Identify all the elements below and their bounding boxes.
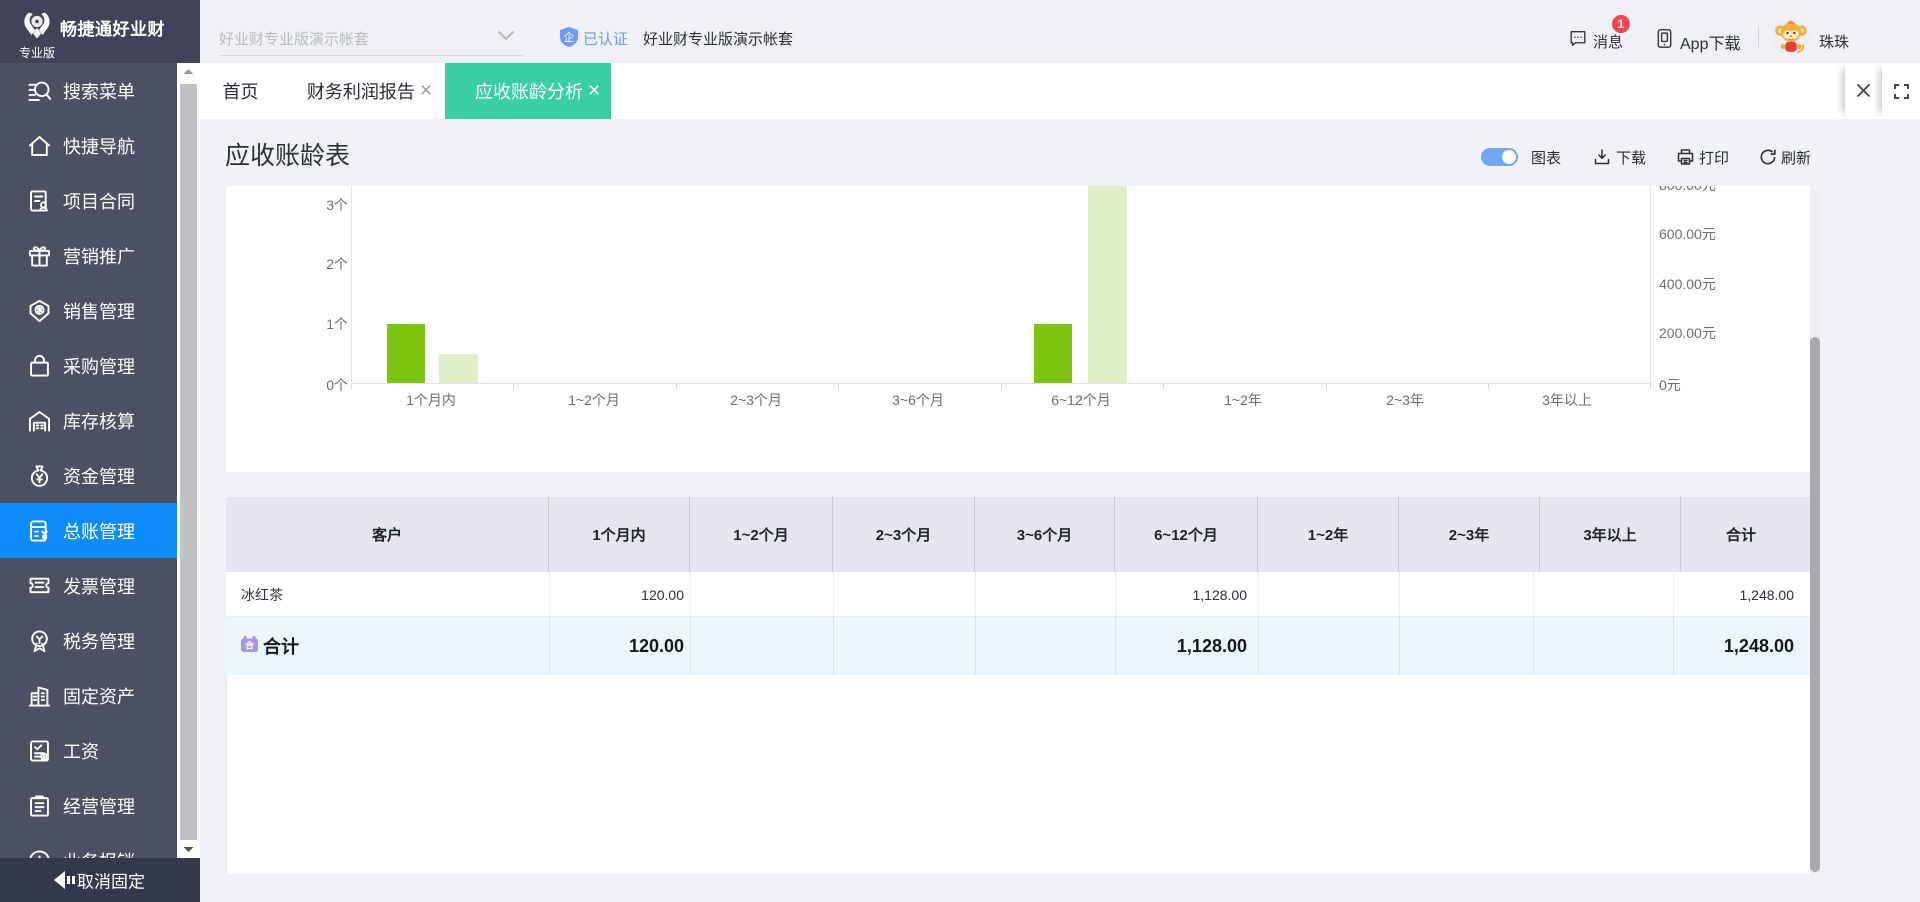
svg-text:合: 合 (245, 640, 255, 651)
svg-text:企: 企 (564, 30, 575, 44)
